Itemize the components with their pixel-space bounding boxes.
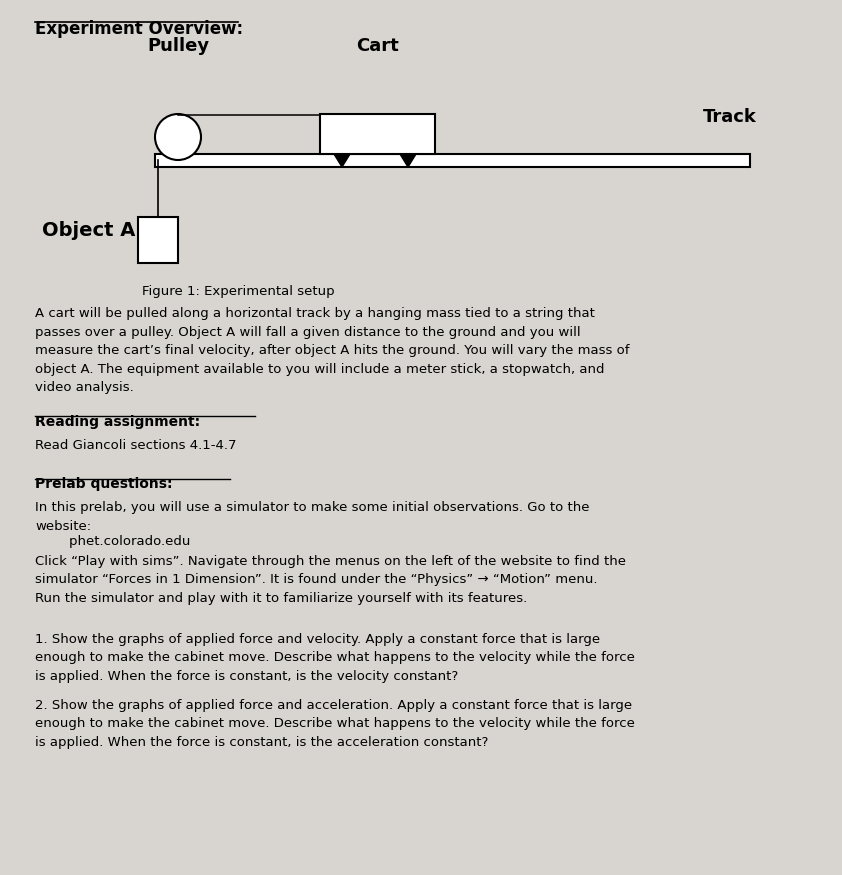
Polygon shape — [400, 154, 416, 167]
Text: 2. Show the graphs of applied force and acceleration. Apply a constant force tha: 2. Show the graphs of applied force and … — [35, 699, 635, 749]
Circle shape — [155, 114, 201, 160]
Text: Prelab questions:: Prelab questions: — [35, 477, 173, 491]
Text: Read Giancoli sections 4.1-4.7: Read Giancoli sections 4.1-4.7 — [35, 439, 237, 452]
Text: A cart will be pulled along a horizontal track by a hanging mass tied to a strin: A cart will be pulled along a horizontal… — [35, 307, 630, 394]
Bar — [320, 114, 435, 154]
Bar — [138, 217, 178, 263]
Bar — [155, 154, 750, 167]
Text: Track: Track — [703, 108, 757, 126]
Text: phet.colorado.edu: phet.colorado.edu — [35, 535, 190, 548]
Text: Click “Play with sims”. Navigate through the menus on the left of the website to: Click “Play with sims”. Navigate through… — [35, 555, 626, 605]
Text: In this prelab, you will use a simulator to make some initial observations. Go t: In this prelab, you will use a simulator… — [35, 501, 589, 533]
Text: Reading assignment:: Reading assignment: — [35, 415, 200, 429]
Text: Pulley: Pulley — [147, 37, 209, 55]
Text: Experiment Overview:: Experiment Overview: — [35, 20, 243, 38]
Text: Figure 1: Experimental setup: Figure 1: Experimental setup — [142, 285, 334, 298]
Polygon shape — [334, 154, 350, 167]
Text: Object A: Object A — [42, 220, 136, 240]
Text: 1. Show the graphs of applied force and velocity. Apply a constant force that is: 1. Show the graphs of applied force and … — [35, 633, 635, 683]
Text: Cart: Cart — [357, 37, 399, 55]
